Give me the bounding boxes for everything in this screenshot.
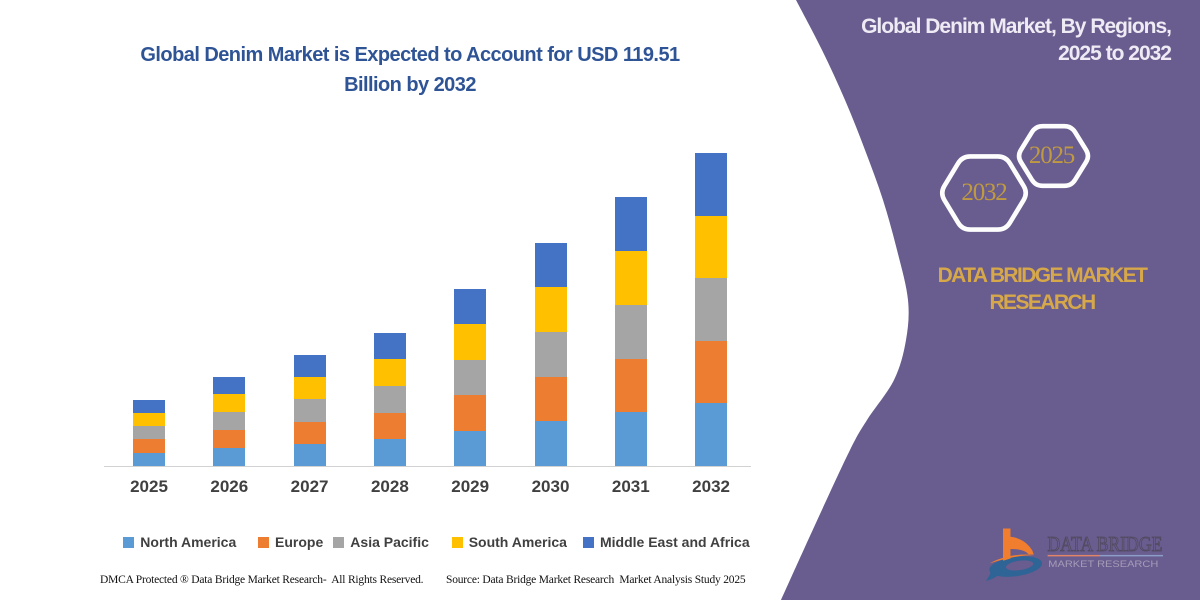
svg-text:MARKET RESEARCH: MARKET RESEARCH	[1048, 559, 1158, 570]
svg-text:DATA BRIDGE: DATA BRIDGE	[1047, 532, 1162, 556]
